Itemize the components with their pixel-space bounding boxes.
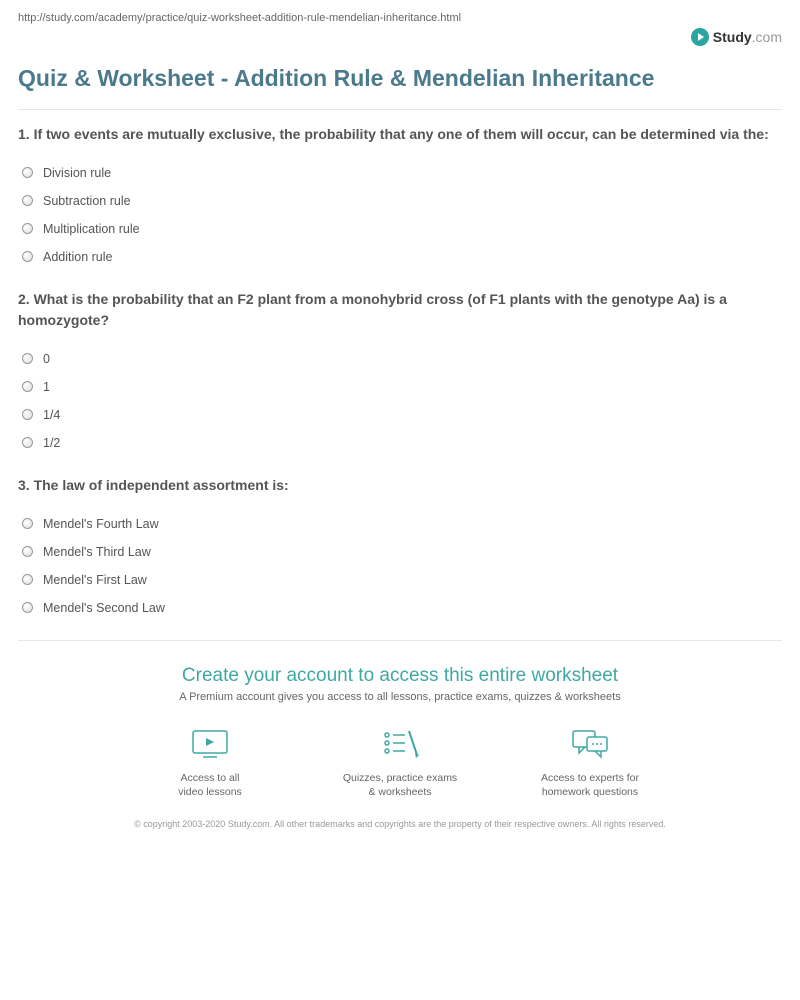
answer-option[interactable]: 0	[18, 345, 782, 373]
checklist-icon	[379, 727, 421, 761]
answer-option[interactable]: 1/4	[18, 401, 782, 429]
radio-icon	[22, 195, 33, 206]
option-label: Mendel's Third Law	[43, 545, 151, 559]
question-block: 2. What is the probability that an F2 pl…	[18, 289, 782, 457]
option-label: Division rule	[43, 166, 111, 180]
question-text: 1. If two events are mutually exclusive,…	[18, 124, 782, 145]
answer-option[interactable]: Addition rule	[18, 243, 782, 271]
cta-title: Create your account to access this entir…	[38, 665, 762, 687]
radio-icon	[22, 251, 33, 262]
option-label: Multiplication rule	[43, 222, 140, 236]
feature-label: Access to allvideo lessons	[145, 771, 275, 800]
answer-option[interactable]: Mendel's First Law	[18, 566, 782, 594]
radio-icon	[22, 167, 33, 178]
divider	[18, 640, 782, 641]
option-label: Mendel's First Law	[43, 573, 147, 587]
option-label: Mendel's Fourth Law	[43, 517, 159, 531]
option-label: Mendel's Second Law	[43, 601, 165, 615]
answer-option[interactable]: Mendel's Fourth Law	[18, 510, 782, 538]
feature-quizzes: Quizzes, practice exams& worksheets	[335, 727, 465, 800]
question-block: 1. If two events are mutually exclusive,…	[18, 124, 782, 271]
answer-option[interactable]: 1/2	[18, 429, 782, 457]
option-label: 0	[43, 352, 50, 366]
option-label: 1/4	[43, 408, 60, 422]
play-icon	[691, 28, 709, 46]
url-bar: http://study.com/academy/practice/quiz-w…	[0, 0, 800, 28]
cta-section: Create your account to access this entir…	[18, 655, 782, 839]
answer-option[interactable]: Multiplication rule	[18, 215, 782, 243]
main-content: Quiz & Worksheet - Addition Rule & Mende…	[0, 54, 800, 859]
video-icon	[189, 727, 231, 761]
radio-icon	[22, 574, 33, 585]
question-text: 3. The law of independent assortment is:	[18, 475, 782, 496]
radio-icon	[22, 381, 33, 392]
chat-icon	[569, 727, 611, 761]
feature-experts: Access to experts forhomework questions	[525, 727, 655, 800]
answer-option[interactable]: 1	[18, 373, 782, 401]
logo-row: Study.com	[0, 28, 800, 54]
page-title: Quiz & Worksheet - Addition Rule & Mende…	[18, 54, 782, 105]
radio-icon	[22, 518, 33, 529]
feature-video: Access to allvideo lessons	[145, 727, 275, 800]
feature-label: Access to experts forhomework questions	[525, 771, 655, 800]
feature-row: Access to allvideo lessons Quizzes, prac…	[38, 727, 762, 800]
question-block: 3. The law of independent assortment is:…	[18, 475, 782, 622]
option-label: Addition rule	[43, 250, 113, 264]
cta-subtitle: A Premium account gives you access to al…	[38, 691, 762, 703]
divider	[18, 109, 782, 110]
radio-icon	[22, 546, 33, 557]
option-label: 1/2	[43, 436, 60, 450]
option-label: 1	[43, 380, 50, 394]
radio-icon	[22, 223, 33, 234]
copyright: © copyright 2003-2020 Study.com. All oth…	[38, 818, 762, 831]
radio-icon	[22, 437, 33, 448]
answer-option[interactable]: Subtraction rule	[18, 187, 782, 215]
answer-option[interactable]: Division rule	[18, 159, 782, 187]
question-text: 2. What is the probability that an F2 pl…	[18, 289, 782, 331]
radio-icon	[22, 602, 33, 613]
radio-icon	[22, 409, 33, 420]
answer-option[interactable]: Mendel's Second Law	[18, 594, 782, 622]
option-label: Subtraction rule	[43, 194, 131, 208]
answer-option[interactable]: Mendel's Third Law	[18, 538, 782, 566]
radio-icon	[22, 353, 33, 364]
feature-label: Quizzes, practice exams& worksheets	[335, 771, 465, 800]
logo-text: Study.com	[713, 29, 782, 45]
logo[interactable]: Study.com	[691, 28, 782, 46]
